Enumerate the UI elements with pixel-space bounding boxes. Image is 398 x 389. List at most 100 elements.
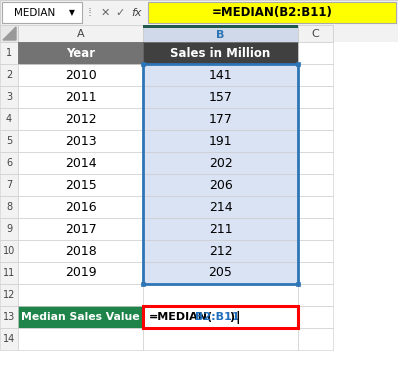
Bar [298,42,333,64]
Bar [0,240,18,262]
Text: 10: 10 [3,246,15,256]
Text: |: | [235,310,240,324]
Bar [143,174,298,196]
Bar [18,240,143,262]
Bar [18,328,143,350]
Text: Median Sales Value: Median Sales Value [21,312,140,322]
Polygon shape [3,27,16,40]
Bar [298,196,333,218]
Text: 12: 12 [3,290,15,300]
Bar [0,284,18,306]
Bar [0,108,18,130]
Bar [143,152,298,174]
Bar [0,152,18,174]
Text: 2018: 2018 [64,245,96,258]
Bar [141,62,145,66]
Text: ): ) [229,312,234,322]
Text: 1: 1 [6,48,12,58]
Bar [143,42,298,64]
Bar [0,306,18,328]
Text: 212: 212 [209,245,232,258]
Text: 2010: 2010 [64,68,96,82]
Text: 13: 13 [3,312,15,322]
Text: B2:B11: B2:B11 [195,312,240,322]
Bar [0,86,18,108]
Bar [18,196,143,218]
Bar [0,196,18,218]
Text: ✓: ✓ [115,7,125,18]
Bar [18,25,143,42]
Bar [18,64,143,86]
Bar [18,262,143,284]
Bar [0,328,18,350]
Bar [143,306,298,328]
Text: 2014: 2014 [65,156,96,170]
Bar [143,108,298,130]
Text: 141: 141 [209,68,232,82]
Text: 211: 211 [209,223,232,235]
Text: Year: Year [66,47,95,60]
Bar [143,218,298,240]
Bar [298,284,333,306]
Text: C: C [312,28,319,39]
Text: ▼: ▼ [69,8,75,17]
Text: 205: 205 [209,266,232,280]
Bar [298,25,333,42]
Text: =MEDIAN(B2:B11): =MEDIAN(B2:B11) [212,6,332,19]
Bar [18,152,143,174]
Text: A: A [77,28,84,39]
Text: 2017: 2017 [64,223,96,235]
Bar [143,86,298,108]
Bar [296,282,300,286]
Text: 202: 202 [209,156,232,170]
Bar [0,64,18,86]
Bar [18,174,143,196]
Text: ⁞: ⁞ [88,6,92,19]
Bar [2,2,82,23]
Bar [18,130,143,152]
Bar [143,262,298,284]
Bar [0,130,18,152]
Bar [143,64,298,284]
Bar [0,42,18,64]
Text: 2011: 2011 [65,91,96,103]
Text: B: B [216,30,225,40]
Text: 2013: 2013 [65,135,96,147]
Bar [298,108,333,130]
Bar [141,282,145,286]
Text: 2019: 2019 [65,266,96,280]
Bar [298,64,333,86]
Bar [148,2,396,23]
Bar [298,174,333,196]
Bar [143,240,298,262]
Bar [298,130,333,152]
Text: 177: 177 [209,112,232,126]
Bar [18,306,143,328]
Bar [143,196,298,218]
Text: Sales in Million: Sales in Million [170,47,271,60]
Text: fx: fx [131,7,141,18]
Text: =MEDIAN(: =MEDIAN( [149,312,213,322]
Bar [0,25,398,42]
Bar [18,218,143,240]
Bar [143,25,298,42]
Text: 8: 8 [6,202,12,212]
Text: 2012: 2012 [65,112,96,126]
Text: 2016: 2016 [65,200,96,214]
Bar [143,130,298,152]
Text: 4: 4 [6,114,12,124]
Bar [18,86,143,108]
Text: MEDIAN: MEDIAN [14,7,56,18]
Bar [298,86,333,108]
Text: 11: 11 [3,268,15,278]
Bar [143,25,298,28]
Bar [18,284,143,306]
Text: 7: 7 [6,180,12,190]
Bar [0,25,18,42]
Bar [143,328,298,350]
Bar [0,218,18,240]
Bar [298,328,333,350]
Text: 157: 157 [209,91,232,103]
Bar [298,262,333,284]
Text: 191: 191 [209,135,232,147]
